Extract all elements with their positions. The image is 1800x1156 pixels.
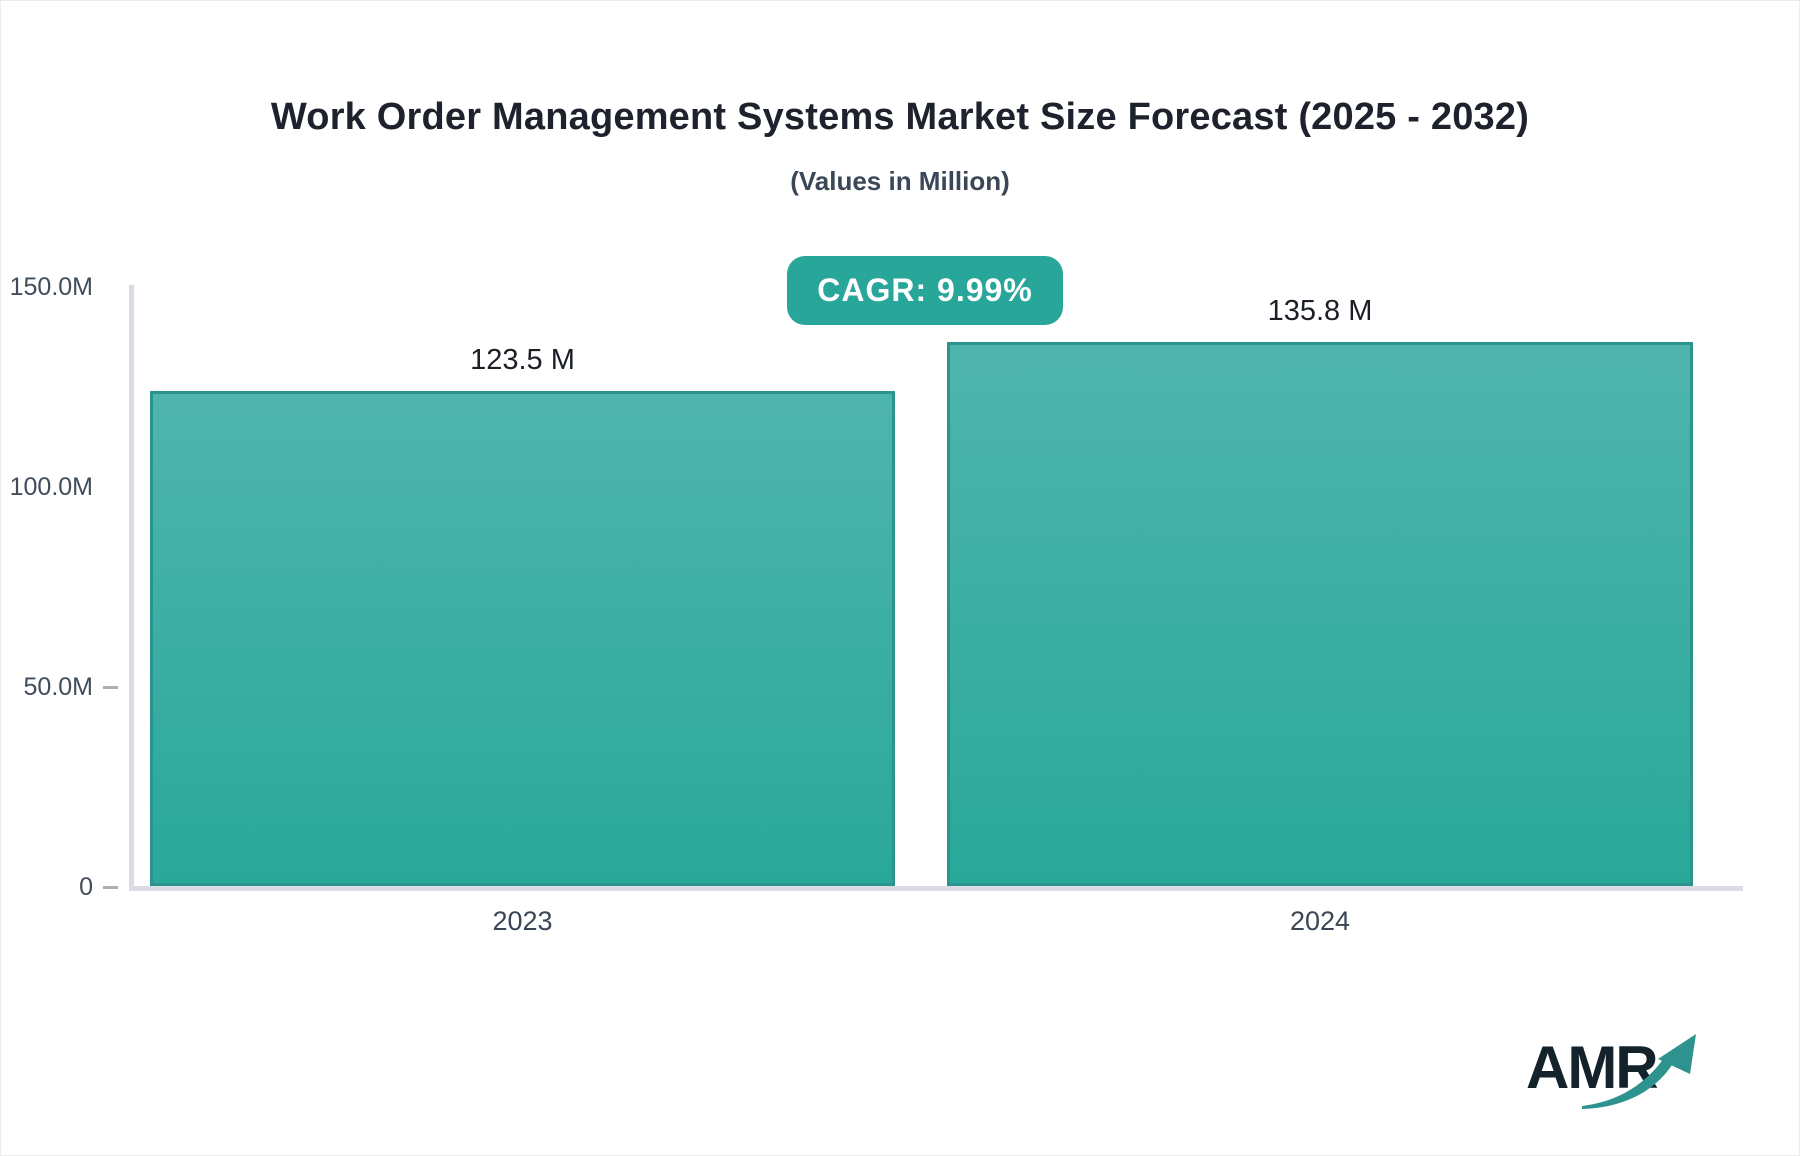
y-tick-label-150: 150.0M [9,273,93,301]
y-tick-mark-0 [103,886,118,889]
amr-logo: AMR [1524,1022,1714,1112]
bar-value-label: 123.5 M [470,344,575,376]
chart-title: Work Order Management Systems Market Siz… [270,96,1530,138]
x-axis-label: 2024 [1289,906,1351,936]
bar-rect [150,391,895,886]
x-axis-label: 2023 [492,906,553,936]
cagr-badge: CAGR: 9.99% [787,256,1063,325]
bar-value-label: 135.8 M [1267,295,1373,327]
x-axis-line [129,886,1743,891]
y-axis-line [129,285,134,891]
amr-logo-swoosh-arrow-icon [1582,1058,1672,1109]
y-tick-label-50: 50.0M [23,673,93,701]
y-tick-mark-50 [103,686,118,689]
y-tick-label-100: 100.0M [9,473,93,501]
bar-rect [947,342,1693,886]
y-tick-label-0: 0 [79,873,93,901]
chart-subtitle: (Values in Million) [790,166,1010,196]
amr-logo-arrowhead [1658,1034,1696,1074]
